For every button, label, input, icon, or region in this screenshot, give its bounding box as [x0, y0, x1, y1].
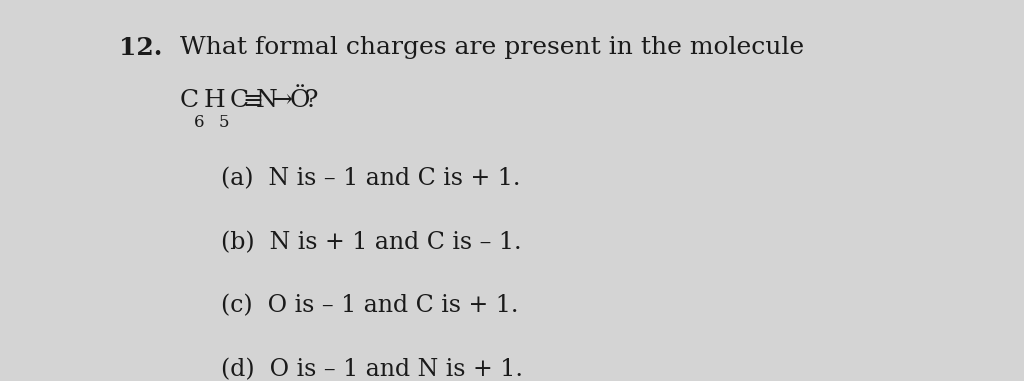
Text: Ö: Ö	[289, 89, 309, 112]
Text: What formal charges are present in the molecule: What formal charges are present in the m…	[180, 36, 804, 59]
Text: 12.: 12.	[119, 36, 162, 60]
Text: 6: 6	[194, 114, 204, 131]
Text: N: N	[256, 89, 278, 112]
Text: 5: 5	[219, 114, 229, 131]
Text: (b)  N is + 1 and C is – 1.: (b) N is + 1 and C is – 1.	[221, 231, 521, 254]
Text: (a)  N is – 1 and C is + 1.: (a) N is – 1 and C is + 1.	[221, 167, 520, 190]
Text: ≡: ≡	[242, 89, 263, 112]
Text: (d)  O is – 1 and N is + 1.: (d) O is – 1 and N is + 1.	[221, 359, 523, 381]
Text: ?: ?	[304, 89, 317, 112]
Text: (c)  O is – 1 and C is + 1.: (c) O is – 1 and C is + 1.	[221, 295, 518, 318]
Text: C: C	[229, 89, 249, 112]
Text: →: →	[271, 89, 292, 112]
Text: C: C	[180, 89, 200, 112]
Text: H: H	[204, 89, 225, 112]
